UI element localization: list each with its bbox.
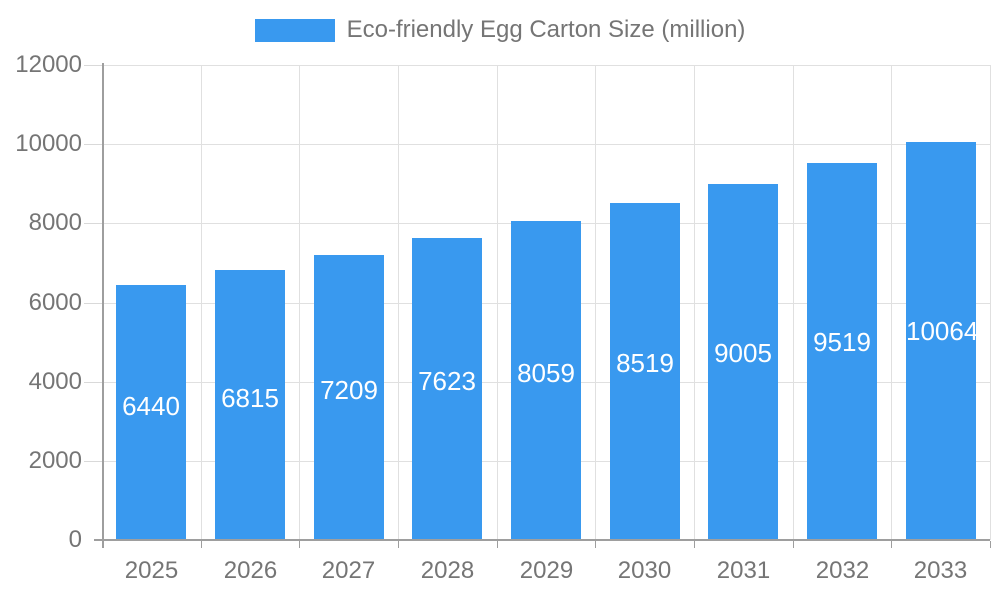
- bar-value-label: 8059: [517, 358, 575, 388]
- bar[interactable]: 6440: [116, 285, 186, 540]
- x-tick: [990, 541, 991, 548]
- y-axis-tick-label: 2000: [28, 447, 82, 474]
- y-axis-tick-label: 10000: [15, 130, 82, 157]
- bar-value-label: 7209: [320, 375, 378, 405]
- y-axis-tick-label: 12000: [15, 51, 82, 78]
- gridline-vertical: [299, 65, 300, 540]
- y-tick: [84, 461, 102, 462]
- bar[interactable]: 7623: [412, 238, 482, 540]
- bar[interactable]: 9005: [708, 184, 778, 540]
- y-axis-tick-label: 4000: [28, 368, 82, 395]
- y-tick: [84, 65, 102, 66]
- legend[interactable]: Eco-friendly Egg Carton Size (million): [0, 16, 1000, 44]
- x-tick: [398, 541, 399, 548]
- bar[interactable]: 7209: [314, 255, 384, 540]
- x-tick: [102, 541, 103, 548]
- x-axis-tick-label: 2029: [519, 557, 574, 584]
- gridline-horizontal: [102, 65, 990, 66]
- y-axis-tick-label: 6000: [28, 289, 82, 316]
- y-tick: [84, 303, 102, 304]
- y-tick: [84, 382, 102, 383]
- gridline-horizontal: [102, 144, 990, 145]
- x-axis-tick-label: 2033: [913, 557, 968, 584]
- x-tick: [595, 541, 596, 548]
- x-tick: [201, 541, 202, 548]
- x-tick: [299, 541, 300, 548]
- x-axis-tick-label: 2026: [223, 557, 278, 584]
- x-axis-tick-label: 2028: [420, 557, 475, 584]
- y-axis-line: [102, 63, 104, 548]
- bar-value-label: 8519: [616, 348, 674, 378]
- gridline-vertical: [398, 65, 399, 540]
- y-axis-tick-label: 8000: [28, 209, 82, 236]
- x-axis-tick-label: 2032: [815, 557, 870, 584]
- bar-value-label: 6815: [221, 383, 279, 413]
- gridline-vertical: [793, 65, 794, 540]
- gridline-vertical: [595, 65, 596, 540]
- gridline-vertical: [694, 65, 695, 540]
- gridline-vertical: [201, 65, 202, 540]
- y-tick: [84, 144, 102, 145]
- bar-value-label: 9005: [714, 338, 772, 368]
- x-tick: [694, 541, 695, 548]
- x-tick: [793, 541, 794, 548]
- x-axis-tick-label: 2030: [617, 557, 672, 584]
- y-tick: [84, 223, 102, 224]
- bar[interactable]: 8059: [511, 221, 581, 540]
- x-axis-tick-label: 2027: [321, 557, 376, 584]
- y-axis-tick-label: 0: [68, 526, 82, 553]
- bar-value-label: 9519: [813, 327, 871, 357]
- x-tick: [497, 541, 498, 548]
- gridline-vertical: [497, 65, 498, 540]
- bar[interactable]: 8519: [610, 203, 680, 540]
- legend-swatch: [254, 18, 335, 42]
- bar[interactable]: 10064: [906, 142, 979, 540]
- bar-value-label: 7623: [418, 366, 476, 396]
- bar[interactable]: 6815: [215, 270, 285, 540]
- x-tick: [891, 541, 892, 548]
- gridline-vertical: [891, 65, 892, 540]
- x-axis-line: [94, 539, 990, 541]
- bar-value-label: 6440: [122, 391, 180, 421]
- gridline-vertical: [990, 65, 991, 540]
- bar-value-label: 10064: [906, 316, 979, 346]
- legend-label: Eco-friendly Egg Carton Size (million): [346, 16, 746, 43]
- x-axis-tick-label: 2025: [124, 557, 179, 584]
- bar[interactable]: 9519: [807, 163, 877, 540]
- x-axis-tick-label: 2031: [716, 557, 771, 584]
